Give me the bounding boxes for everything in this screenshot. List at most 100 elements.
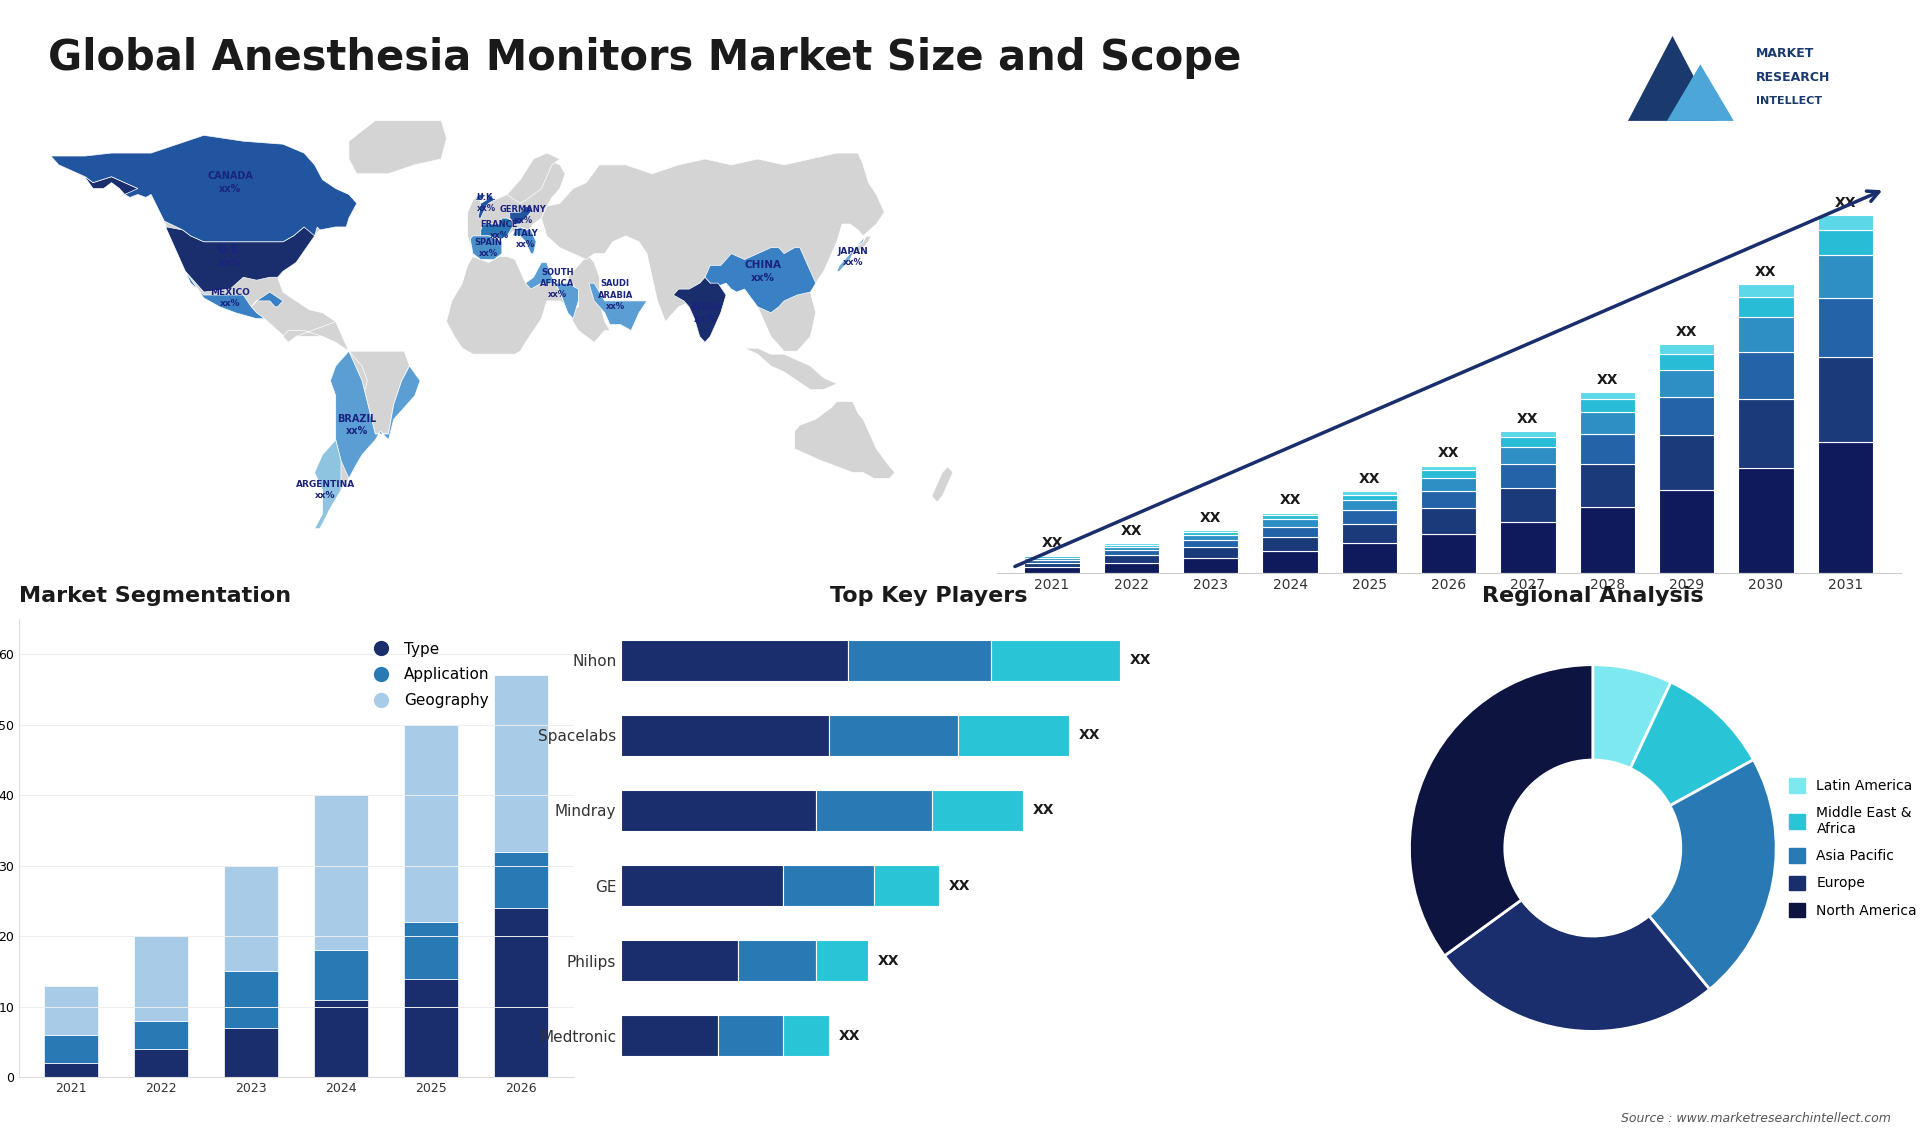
- Bar: [1818, 214, 1874, 230]
- Bar: [783, 865, 874, 906]
- Text: RESEARCH: RESEARCH: [1757, 71, 1830, 84]
- Polygon shape: [1628, 36, 1716, 121]
- Text: GERMANY
xx%: GERMANY xx%: [499, 205, 547, 226]
- Bar: [1261, 519, 1317, 527]
- Polygon shape: [1667, 64, 1734, 121]
- Polygon shape: [282, 322, 420, 528]
- Text: XX: XX: [1517, 413, 1538, 426]
- Bar: [1738, 317, 1793, 352]
- Bar: [1104, 543, 1160, 544]
- Polygon shape: [50, 135, 409, 434]
- Bar: [1738, 352, 1793, 399]
- Bar: [1023, 556, 1079, 558]
- Bar: [1342, 543, 1398, 573]
- Bar: [1580, 413, 1636, 434]
- Bar: [405, 724, 459, 923]
- Text: XX: XX: [1200, 511, 1221, 525]
- Polygon shape: [330, 351, 420, 478]
- Bar: [1183, 540, 1238, 548]
- Bar: [225, 865, 278, 972]
- Bar: [1421, 508, 1476, 534]
- Text: Source : www.marketresearchintellect.com: Source : www.marketresearchintellect.com: [1620, 1113, 1891, 1125]
- Text: XX: XX: [1438, 447, 1459, 461]
- Bar: [816, 790, 933, 831]
- Bar: [1421, 478, 1476, 490]
- Bar: [1261, 551, 1317, 573]
- Bar: [44, 986, 98, 1035]
- Polygon shape: [447, 257, 611, 354]
- Text: U.K.
xx%: U.K. xx%: [476, 194, 495, 213]
- Bar: [1421, 534, 1476, 573]
- Wedge shape: [1409, 665, 1594, 956]
- Bar: [134, 936, 188, 1021]
- Bar: [874, 865, 939, 906]
- Text: XX: XX: [1359, 472, 1380, 486]
- Wedge shape: [1630, 682, 1753, 806]
- Bar: [1261, 537, 1317, 551]
- Text: XX: XX: [839, 1029, 860, 1043]
- Polygon shape: [931, 466, 952, 502]
- Bar: [225, 972, 278, 1028]
- Polygon shape: [480, 218, 513, 238]
- Bar: [44, 1063, 98, 1077]
- Bar: [783, 1015, 829, 1057]
- Text: MEXICO
xx%: MEXICO xx%: [211, 288, 250, 308]
- Legend: Latin America, Middle East &
Africa, Asia Pacific, Europe, North America: Latin America, Middle East & Africa, Asi…: [1784, 772, 1920, 924]
- Wedge shape: [1594, 665, 1670, 769]
- Title: Regional Analysis: Regional Analysis: [1482, 586, 1703, 606]
- Polygon shape: [705, 248, 816, 313]
- Polygon shape: [507, 154, 561, 203]
- Bar: [1818, 230, 1874, 256]
- Polygon shape: [837, 236, 866, 272]
- Text: Global Anesthesia Monitors Market Size and Scope: Global Anesthesia Monitors Market Size a…: [48, 37, 1242, 79]
- Text: JAPAN
xx%: JAPAN xx%: [837, 246, 868, 267]
- Bar: [1659, 489, 1715, 573]
- Text: XX: XX: [1597, 372, 1619, 386]
- Text: XX: XX: [1121, 525, 1142, 539]
- Bar: [134, 1021, 188, 1049]
- Text: INTELLECT: INTELLECT: [1757, 96, 1822, 107]
- Polygon shape: [476, 195, 486, 201]
- Bar: [493, 675, 549, 851]
- Polygon shape: [349, 120, 447, 174]
- Bar: [622, 865, 783, 906]
- Bar: [1659, 370, 1715, 398]
- Bar: [1023, 567, 1079, 573]
- Polygon shape: [50, 135, 357, 242]
- Bar: [1342, 524, 1398, 543]
- Bar: [1104, 556, 1160, 563]
- Text: XX: XX: [1755, 265, 1776, 280]
- Bar: [737, 940, 816, 981]
- Bar: [315, 950, 369, 999]
- Bar: [1500, 438, 1555, 447]
- Bar: [1580, 464, 1636, 507]
- Polygon shape: [165, 221, 317, 292]
- Text: CANADA
xx%: CANADA xx%: [207, 172, 253, 194]
- Bar: [1183, 558, 1238, 573]
- Bar: [1738, 284, 1793, 297]
- Bar: [1342, 492, 1398, 495]
- Bar: [1342, 510, 1398, 524]
- Bar: [493, 851, 549, 908]
- Bar: [1818, 298, 1874, 356]
- Bar: [1023, 558, 1079, 559]
- Bar: [933, 790, 1023, 831]
- Bar: [1104, 544, 1160, 547]
- Bar: [1738, 468, 1793, 573]
- Bar: [493, 908, 549, 1077]
- Bar: [1421, 470, 1476, 478]
- Bar: [1261, 527, 1317, 537]
- Polygon shape: [745, 348, 837, 390]
- Text: MARKET: MARKET: [1757, 47, 1814, 60]
- Text: FRANCE
xx%: FRANCE xx%: [480, 220, 518, 240]
- Bar: [1580, 507, 1636, 573]
- Bar: [1659, 354, 1715, 370]
- Bar: [1818, 356, 1874, 442]
- Polygon shape: [478, 195, 493, 218]
- Polygon shape: [526, 262, 578, 319]
- Bar: [1421, 465, 1476, 470]
- Wedge shape: [1444, 900, 1709, 1031]
- Polygon shape: [511, 206, 530, 227]
- Text: XX: XX: [948, 879, 970, 893]
- Circle shape: [1505, 760, 1680, 936]
